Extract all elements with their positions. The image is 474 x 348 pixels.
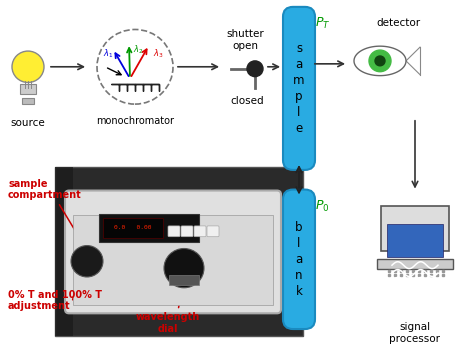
Text: wavelength
dial: wavelength dial bbox=[136, 313, 200, 334]
Text: $\lambda_3$: $\lambda_3$ bbox=[153, 47, 164, 60]
FancyBboxPatch shape bbox=[22, 98, 34, 104]
FancyBboxPatch shape bbox=[20, 85, 36, 94]
Text: $P_0$: $P_0$ bbox=[315, 199, 329, 214]
Text: $P_T$: $P_T$ bbox=[315, 16, 330, 31]
FancyBboxPatch shape bbox=[283, 7, 315, 170]
FancyBboxPatch shape bbox=[55, 167, 303, 336]
Text: 0.0   0.00: 0.0 0.00 bbox=[114, 226, 152, 230]
FancyBboxPatch shape bbox=[103, 218, 163, 238]
FancyBboxPatch shape bbox=[207, 226, 219, 237]
Circle shape bbox=[375, 56, 385, 66]
Text: monochromator: monochromator bbox=[96, 116, 174, 126]
Text: $\lambda_1$: $\lambda_1$ bbox=[102, 47, 113, 60]
FancyBboxPatch shape bbox=[194, 226, 206, 237]
Text: detector: detector bbox=[376, 18, 420, 28]
Text: signal
processor: signal processor bbox=[390, 322, 440, 344]
Polygon shape bbox=[354, 46, 406, 76]
Circle shape bbox=[71, 246, 103, 277]
FancyBboxPatch shape bbox=[168, 226, 180, 237]
FancyBboxPatch shape bbox=[169, 275, 199, 285]
Text: b
l
a
n
k: b l a n k bbox=[295, 221, 303, 298]
FancyBboxPatch shape bbox=[55, 167, 73, 336]
Circle shape bbox=[12, 51, 44, 82]
Circle shape bbox=[369, 50, 391, 72]
FancyBboxPatch shape bbox=[73, 215, 273, 306]
Text: closed: closed bbox=[230, 96, 264, 106]
FancyBboxPatch shape bbox=[283, 190, 315, 329]
FancyBboxPatch shape bbox=[377, 259, 453, 269]
FancyBboxPatch shape bbox=[65, 191, 281, 313]
Polygon shape bbox=[111, 85, 159, 91]
FancyBboxPatch shape bbox=[387, 224, 443, 257]
FancyBboxPatch shape bbox=[99, 214, 199, 242]
Text: sample
compartment: sample compartment bbox=[8, 179, 82, 200]
Circle shape bbox=[164, 248, 204, 288]
Text: $\lambda_2$: $\lambda_2$ bbox=[133, 43, 144, 56]
Text: s
a
m
p
l
e: s a m p l e bbox=[293, 42, 305, 135]
FancyBboxPatch shape bbox=[381, 206, 449, 252]
Text: source: source bbox=[10, 118, 46, 128]
FancyBboxPatch shape bbox=[181, 226, 193, 237]
Text: shutter
open: shutter open bbox=[226, 30, 264, 51]
Circle shape bbox=[247, 61, 263, 77]
Text: 0% T and 100% T
adjustment: 0% T and 100% T adjustment bbox=[8, 290, 102, 311]
